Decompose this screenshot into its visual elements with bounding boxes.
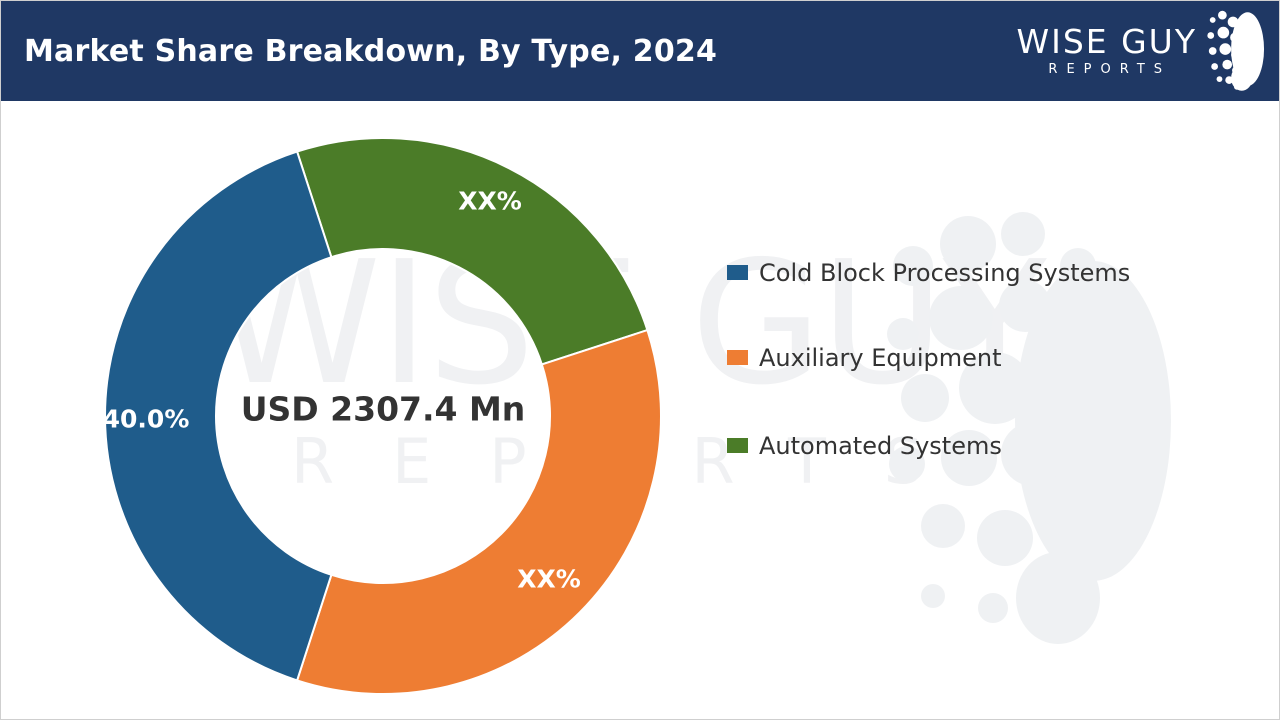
donut-center-value: USD 2307.4 Mn [240, 389, 526, 429]
legend-swatch-cold-block [727, 265, 748, 280]
segment-value-automated: XX% [458, 186, 522, 216]
donut-segment-automated-systems [296, 137, 649, 366]
legend-swatch-automated [727, 438, 748, 453]
legend-item-cold-block: Cold Block Processing Systems [727, 257, 1130, 288]
logo-line1: WISE GUY [1016, 22, 1197, 62]
wiseguy-logo-text: WISE GUY REPORTS [1016, 25, 1197, 77]
legend-label-auxiliary: Auxiliary Equipment [759, 343, 1002, 372]
segment-value-cold-block: 40.0% [102, 404, 190, 434]
legend-label-cold-block: Cold Block Processing Systems [759, 258, 1131, 287]
donut-chart: 40.0% XX% XX% USD 2307.4 Mn [93, 126, 673, 706]
donut-segment-cold-block-processing-systems [104, 150, 333, 682]
legend-item-auxiliary: Auxiliary Equipment [727, 342, 1002, 373]
logo-line2: REPORTS [1048, 61, 1172, 77]
wiseguy-logo: WISE GUY REPORTS [1016, 7, 1265, 95]
page-title: Market Share Breakdown, By Type, 2024 [24, 33, 718, 69]
segment-value-auxiliary: XX% [517, 564, 581, 594]
legend-item-automated: Automated Systems [727, 430, 1002, 461]
donut-segment-auxiliary-equipment [296, 329, 662, 695]
legend-label-automated: Automated Systems [759, 431, 1002, 460]
header-bar: Market Share Breakdown, By Type, 2024 WI… [1, 1, 1279, 101]
donut-svg [104, 137, 662, 695]
legend-swatch-auxiliary [727, 350, 748, 365]
watermark-face-icon [887, 212, 1171, 644]
wiseguy-logo-face-icon [1207, 10, 1265, 91]
